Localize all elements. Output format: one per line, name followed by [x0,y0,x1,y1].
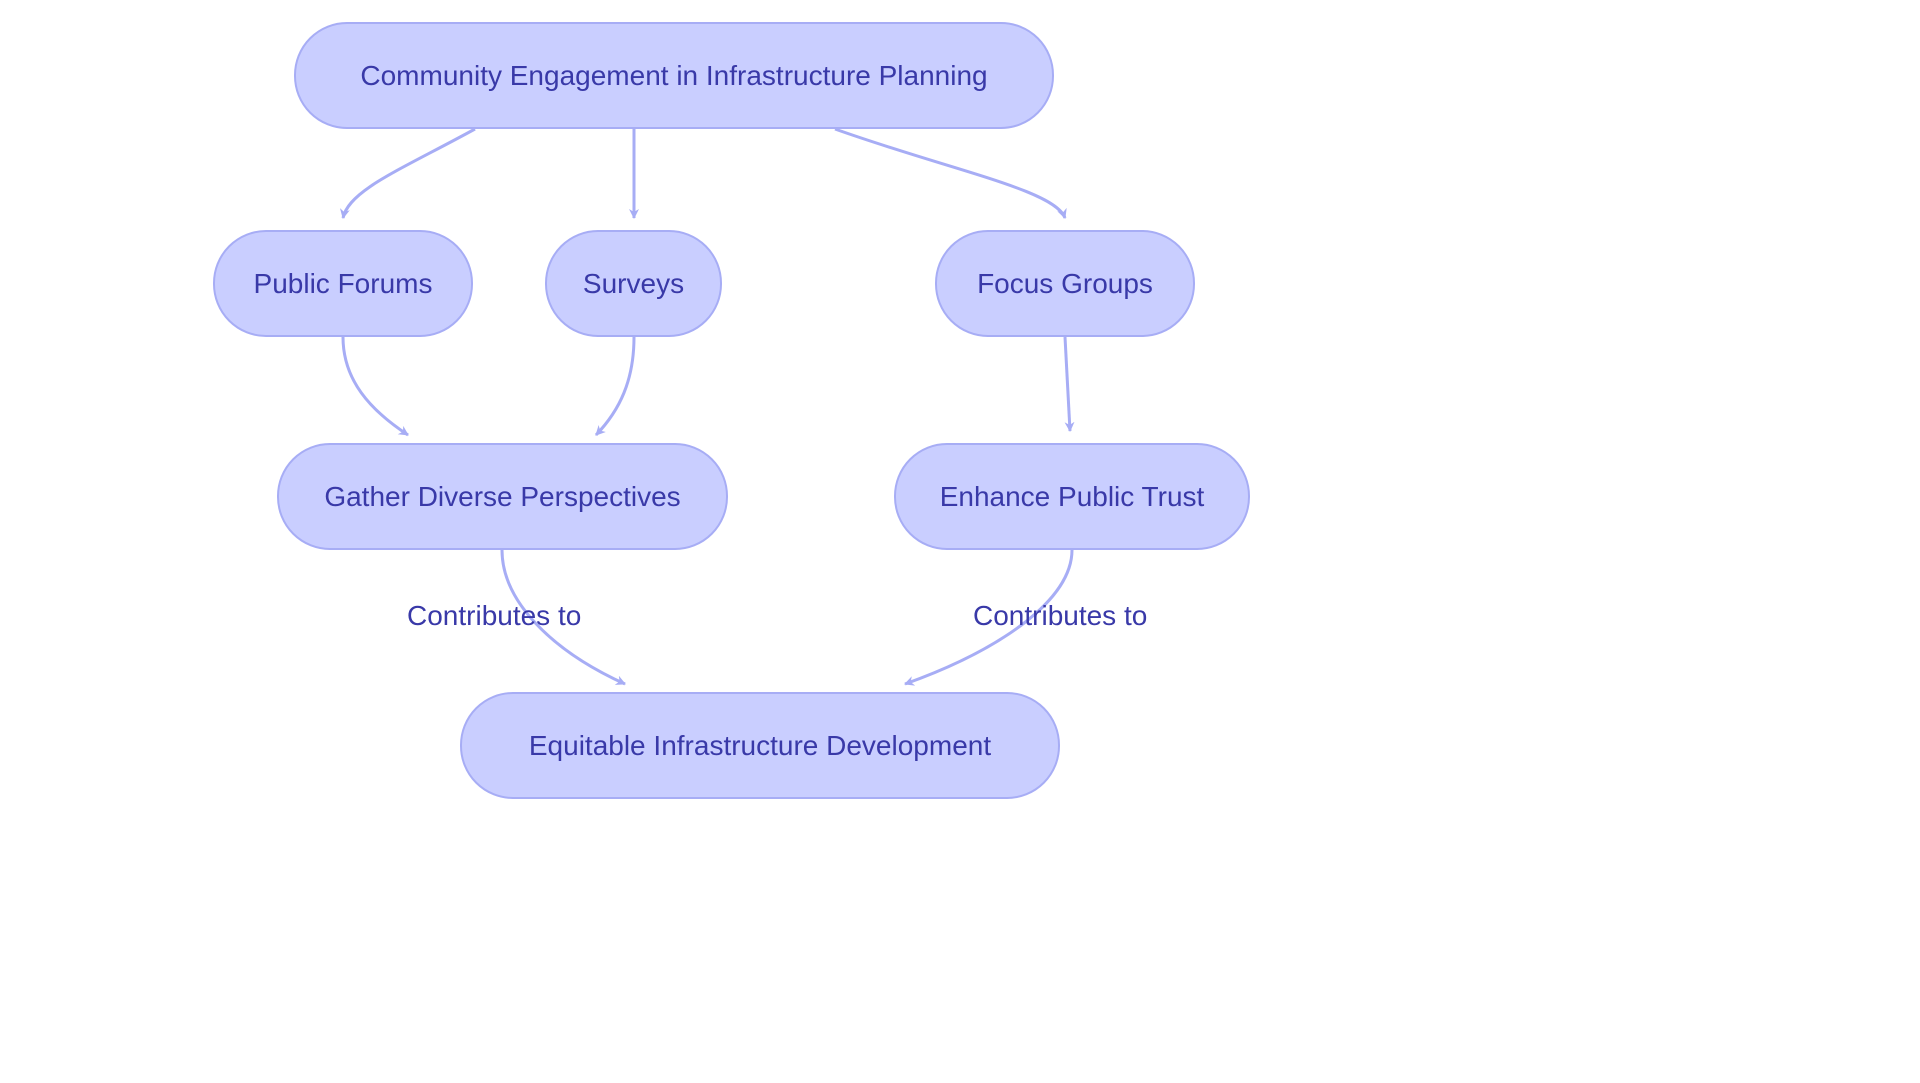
edge-surveys-gather [596,337,634,435]
edge-label-gather-equitable: Contributes to [407,600,581,632]
node-surveys: Surveys [545,230,722,337]
edge-focus-trust [1065,337,1070,431]
node-root: Community Engagement in Infrastructure P… [294,22,1054,129]
node-focus: Focus Groups [935,230,1195,337]
edge-forums-gather [343,337,408,435]
edge-label-trust-equitable: Contributes to [973,600,1147,632]
node-gather: Gather Diverse Perspectives [277,443,728,550]
edge-root-forums [343,129,475,218]
node-trust: Enhance Public Trust [894,443,1250,550]
node-equitable: Equitable Infrastructure Development [460,692,1060,799]
edge-root-focus [835,129,1065,218]
node-forums: Public Forums [213,230,473,337]
